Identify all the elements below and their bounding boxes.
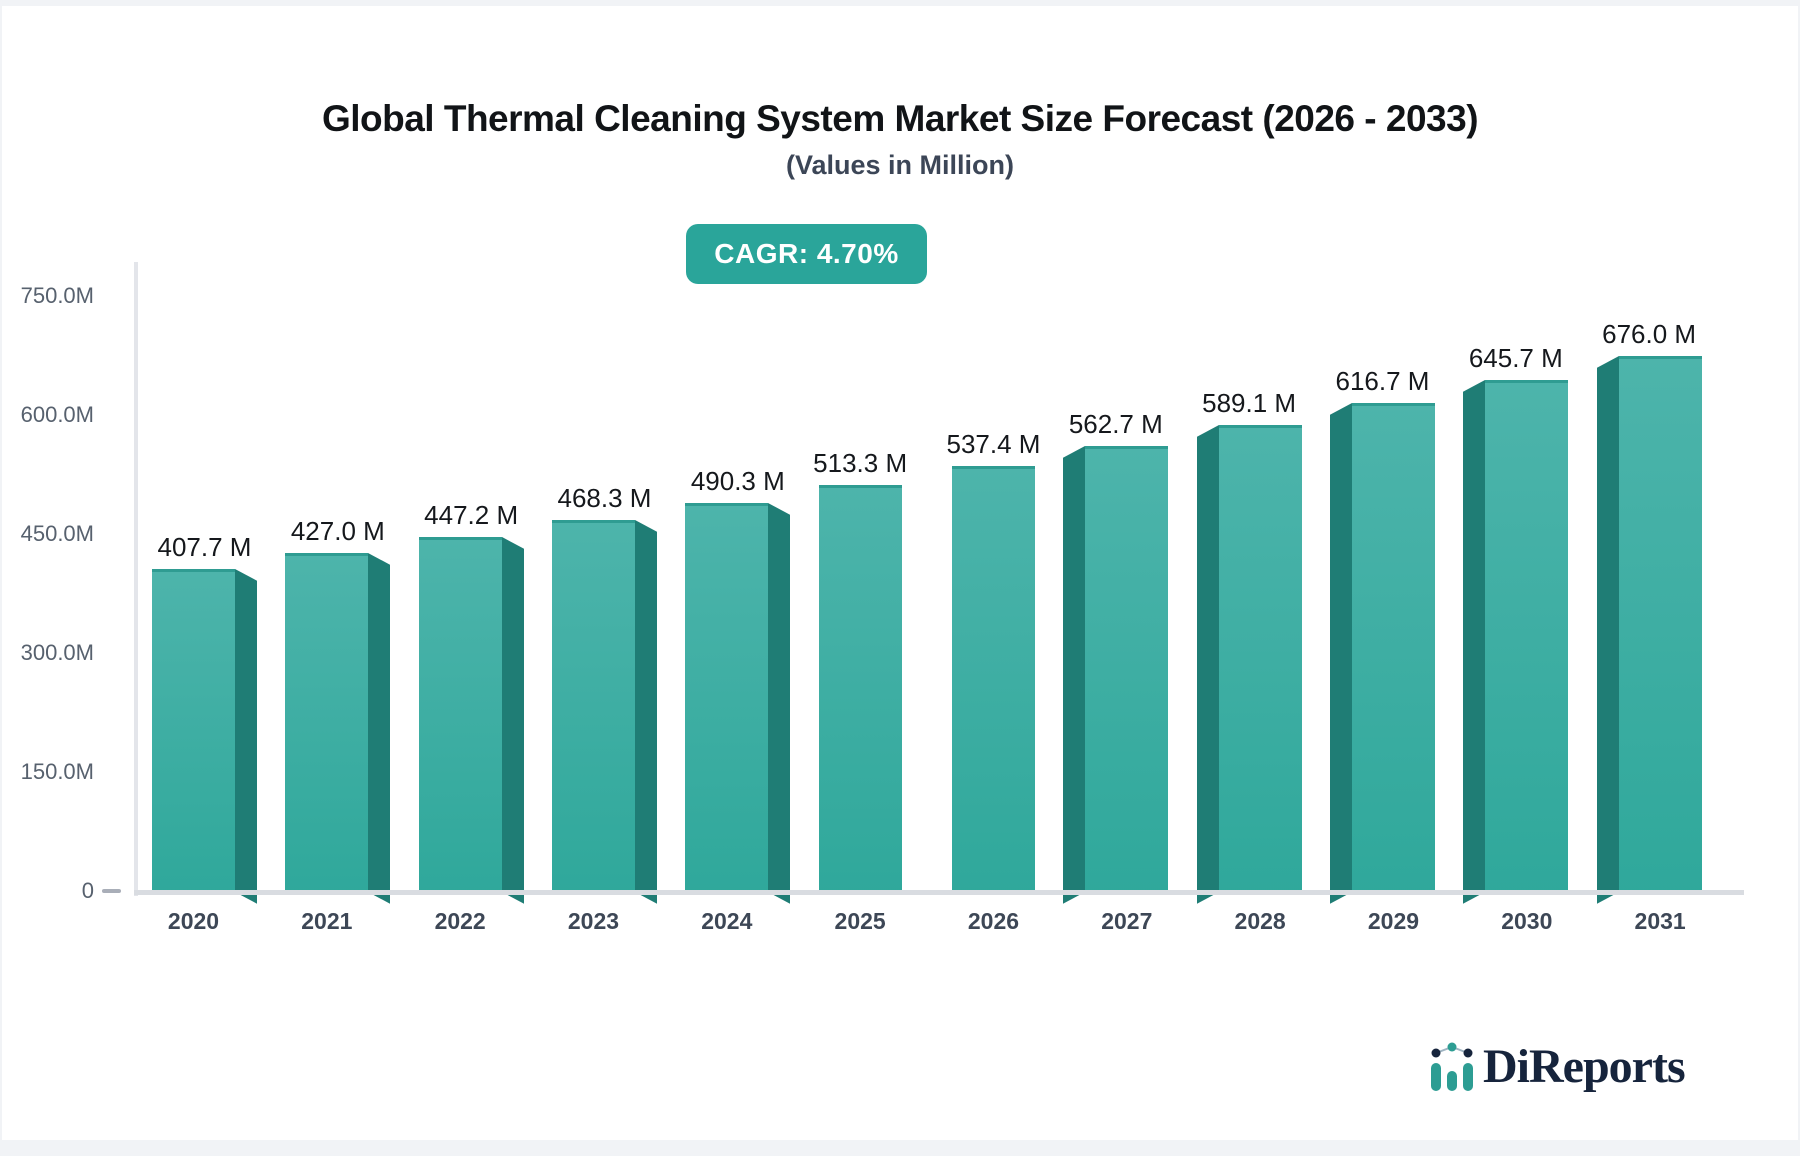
bar-value-label: 676.0 M: [1602, 318, 1697, 349]
x-axis-tick-label: 2028: [1234, 908, 1286, 934]
bar-side-face: [768, 503, 791, 904]
bar-2028: [1218, 424, 1302, 895]
bar-value-label: 562.7 M: [1068, 408, 1163, 439]
zero-tick-mark: [102, 889, 121, 893]
bar-2025: [818, 484, 902, 895]
x-axis-tick-label: 2022: [434, 908, 486, 934]
bar-chart-plot: 750.0M 600.0M 450.0M 300.0M 150.0M 0 407.7 M 20…: [2, 6, 1800, 1146]
bar-2024: [685, 503, 769, 895]
x-axis-tick-label: 2030: [1501, 908, 1553, 934]
bar-value-label: 537.4 M: [946, 428, 1041, 459]
y-axis-tick-label: 600.0M: [20, 402, 94, 427]
chart-subtitle: (Values in Million): [785, 150, 1015, 180]
x-axis-tick-label: 2025: [834, 908, 886, 934]
bar-side-face: [1063, 445, 1086, 904]
y-axis-tick-label: 750.0M: [20, 283, 94, 308]
logo-text: DiReports: [1483, 1039, 1686, 1093]
brand-logo: DiReports: [1430, 1036, 1686, 1096]
bar-side-face: [235, 568, 257, 904]
bar-side-face: [634, 520, 657, 904]
chart-title: Global Thermal Cleaning System Market Si…: [321, 98, 1479, 139]
bar-2027: [1085, 445, 1169, 895]
bar-value-label: 645.7 M: [1468, 342, 1563, 373]
x-axis-tick-label: 2024: [701, 908, 753, 934]
y-axis-line: [134, 262, 138, 896]
bar-value-label: 447.2 M: [424, 500, 519, 531]
x-axis-tick-label: 2027: [1101, 908, 1153, 934]
y-axis-tick-label: 300.0M: [20, 640, 94, 665]
bar-2030: [1485, 379, 1569, 895]
bar-side-face: [1329, 402, 1352, 904]
bar-2020: [152, 568, 235, 895]
bar-side-face: [368, 553, 391, 904]
bar-value-label: 468.3 M: [557, 483, 652, 514]
x-axis-tick-label: 2031: [1634, 908, 1686, 934]
bar-value-label: 490.3 M: [690, 466, 785, 497]
bar-value-label: 513.3 M: [813, 447, 908, 478]
x-axis-line: [134, 890, 1744, 895]
bar-2031: [1618, 355, 1702, 895]
bar-2023: [551, 520, 635, 895]
x-axis-tick-label: 2026: [967, 908, 1020, 934]
bar-side-face: [1463, 379, 1486, 904]
bar-2021: [285, 553, 369, 895]
x-axis-tick-label: 2029: [1367, 908, 1420, 934]
bar-side-face: [1596, 355, 1619, 904]
bar-chart-logo-icon: [1431, 1042, 1473, 1091]
bar-value-label: 407.7 M: [157, 531, 252, 562]
bar-side-face: [501, 537, 524, 904]
cagr-label: CAGR: 4.70%: [714, 238, 899, 269]
y-axis-tick-label: 450.0M: [20, 521, 94, 546]
bar-side-face: [1196, 424, 1219, 904]
x-axis-tick-label: 2020: [167, 908, 220, 934]
bar-value-label: 427.0 M: [290, 516, 385, 547]
cagr-badge: CAGR: 4.70%: [686, 224, 927, 284]
bar-2026: [951, 465, 1035, 895]
x-axis-tick-label: 2021: [301, 908, 353, 934]
x-axis-tick-label: 2023: [567, 908, 620, 934]
y-axis-tick-label: 0: [81, 878, 94, 903]
bar-2029: [1351, 402, 1435, 895]
chart-card: Global Thermal Cleaning System Market Si…: [2, 6, 1798, 1140]
bar-value-label: 616.7 M: [1335, 365, 1430, 396]
y-axis-tick-label: 150.0M: [20, 759, 94, 784]
bar-2022: [418, 537, 502, 895]
bar-value-label: 589.1 M: [1202, 387, 1297, 418]
